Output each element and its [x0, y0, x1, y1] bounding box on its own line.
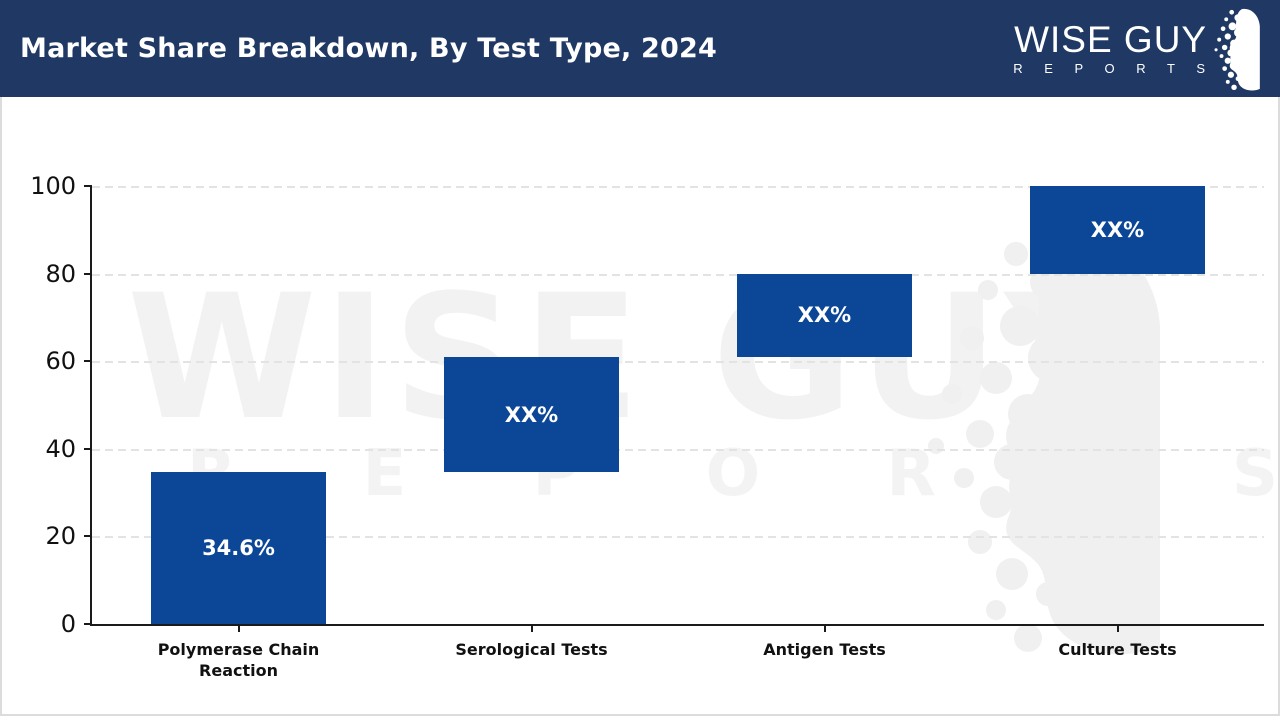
y-tick-mark-60	[84, 360, 92, 363]
x-tick-mark-culture-tests	[1116, 626, 1119, 632]
x-axis-label-serological-tests: Serological Tests	[455, 640, 608, 659]
x-axis-label-polymerase-chain-reaction: Polymerase Chain Reaction	[157, 640, 320, 680]
bar-serological-tests: XX%	[443, 356, 620, 473]
header-bar: Market Share Breakdown, By Test Type, 20…	[0, 0, 1280, 97]
bar-value-label: XX%	[1090, 217, 1145, 242]
y-tick-label-60: 60	[45, 347, 76, 376]
bar-value-label: 34.6%	[202, 536, 275, 561]
plot-area: 0 20 40 60 80 100 34.6% Polymerase Chain Reacti…	[30, 172, 1264, 680]
gridline-100	[92, 186, 1264, 188]
y-tick-mark-80	[84, 272, 92, 275]
bar-polymerase-chain-reaction: 34.6%	[150, 472, 327, 624]
y-tick-label-20: 20	[45, 522, 76, 551]
bar-value-label: XX%	[797, 303, 852, 328]
gridline-80	[92, 273, 1264, 276]
bar-antigen-tests: XX%	[736, 273, 913, 357]
x-axis-label-antigen-tests: Antigen Tests	[763, 640, 886, 659]
x-tick-mark-antigen-tests	[823, 626, 826, 632]
brand-logo: WISE GUY R E P O R T S	[1007, 6, 1266, 92]
y-tick-label-0: 0	[60, 610, 76, 638]
brand-subtitle: R E P O R T S	[1013, 61, 1214, 76]
x-tick-mark-serological-tests	[530, 626, 533, 632]
y-tick-mark-20	[84, 535, 92, 538]
page-title: Market Share Breakdown, By Test Type, 20…	[20, 33, 718, 64]
x-axis-label-culture-tests: Culture Tests	[1058, 640, 1177, 659]
y-tick-label-100: 100	[30, 172, 76, 200]
y-tick-label-40: 40	[45, 434, 76, 463]
bar-culture-tests: XX%	[1029, 186, 1206, 274]
gridline-40	[92, 448, 1264, 451]
y-tick-mark-40	[84, 447, 92, 450]
y-tick-mark-0	[84, 623, 92, 625]
chart-figure: WISE GUY R E P O R T S 0 20 40 60 80 100 34.6%…	[0, 97, 1280, 716]
x-tick-mark-polymerase-chain-reaction	[237, 626, 240, 632]
y-tick-label-80: 80	[45, 259, 76, 288]
y-tick-mark-100	[84, 185, 92, 187]
brand-logo-text: WISE GUY R E P O R T S	[1007, 21, 1214, 76]
watermark-text: WISE GUY	[127, 257, 1136, 458]
bar-value-label: XX%	[504, 402, 559, 427]
brand-name: WISE GUY	[1014, 19, 1208, 60]
gridline-20	[92, 536, 1264, 539]
gridline-60	[92, 361, 1264, 364]
